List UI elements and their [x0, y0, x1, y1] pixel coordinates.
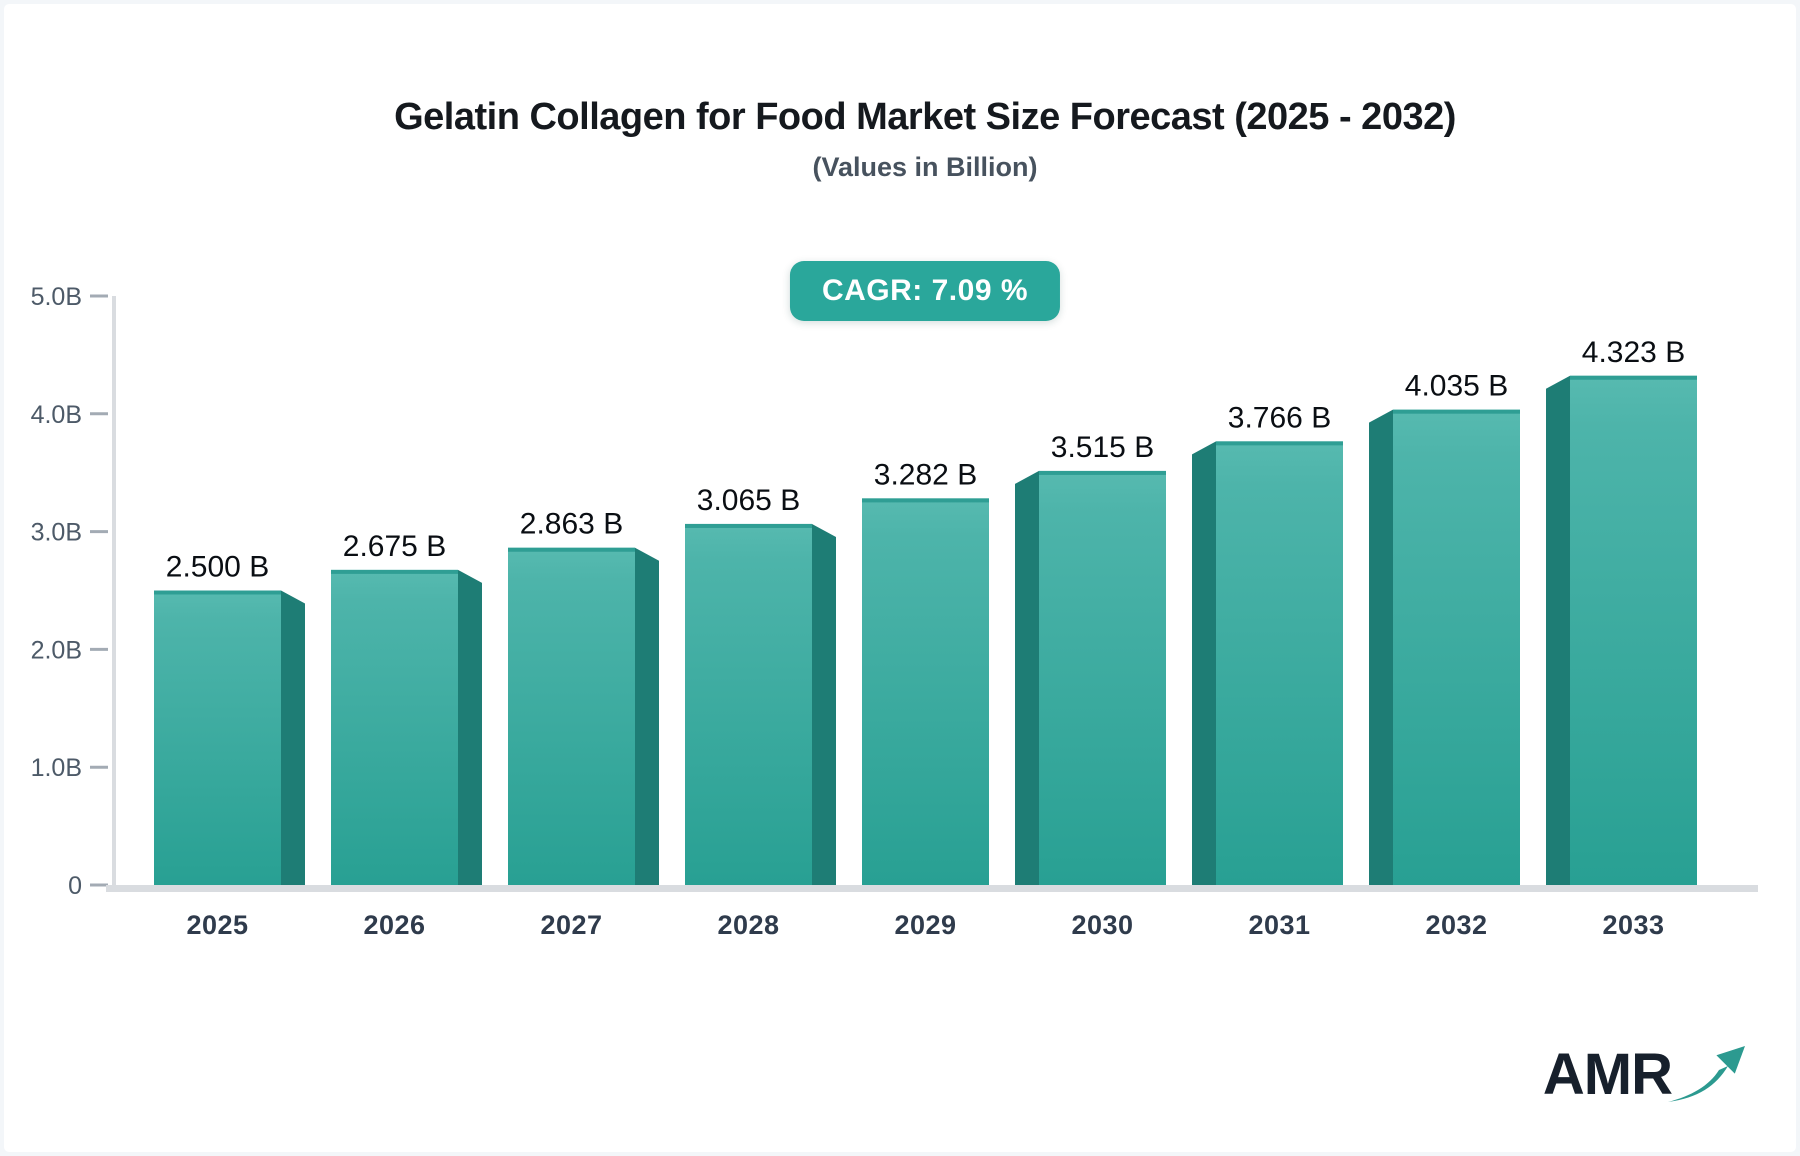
chart-subtitle: (Values in Billion)	[812, 152, 1038, 182]
bar-2028	[685, 523, 812, 885]
x-axis-label-2028: 2028	[717, 910, 779, 940]
bar-top-edge	[1216, 441, 1343, 446]
bar-2026	[331, 569, 458, 885]
x-axis-label-2033: 2033	[1602, 910, 1664, 940]
bar-value-label: 4.035 B	[1405, 370, 1508, 403]
bar-top-edge	[1039, 470, 1166, 475]
y-tick-label: 2.0B	[31, 636, 82, 664]
bar-2032	[1393, 409, 1520, 885]
x-axis-label-2032: 2032	[1425, 910, 1487, 940]
bar-side-face	[458, 569, 482, 885]
bar-2030	[1039, 470, 1166, 885]
bar-side-face	[812, 523, 836, 885]
bar-2025	[154, 590, 281, 885]
bar-value-label: 2.675 B	[343, 530, 446, 563]
y-axis-line	[112, 296, 116, 892]
bar-top-edge	[331, 569, 458, 574]
bar-top-edge	[508, 547, 635, 552]
logo-arrow-icon	[1668, 1046, 1745, 1102]
bar-top-edge	[1570, 375, 1697, 380]
y-tick-label: 5.0B	[31, 283, 82, 311]
bar-2029	[862, 498, 989, 885]
x-axis-label-2029: 2029	[894, 910, 956, 940]
cagr-badge-label: CAGR: 7.09 %	[821, 274, 1029, 307]
bar-2027	[508, 547, 635, 885]
y-tick-label: 0	[68, 872, 82, 900]
bar-top-edge	[154, 590, 281, 595]
chart-title: Gelatin Collagen for Food Market Size Fo…	[394, 96, 1456, 138]
bar-top-edge	[685, 523, 812, 528]
bar-value-label: 3.065 B	[697, 484, 800, 517]
y-tick-label: 4.0B	[31, 401, 82, 429]
amr-logo: AMR	[1543, 1046, 1748, 1108]
bar-value-label: 3.515 B	[1051, 431, 1154, 464]
x-axis-label-2025: 2025	[186, 910, 248, 940]
bar-chart: 5.0B 4.0B 3.0B 2.0B 1.0B 0 2.500 B 2025 2.675 B 2…	[31, 283, 1758, 940]
bar-value-label: 3.282 B	[874, 458, 977, 491]
x-axis-label-2027: 2027	[540, 910, 602, 940]
bar-top-edge	[1393, 409, 1520, 414]
chart-card: 5.0B 4.0B 3.0B 2.0B 1.0B 0 2.500 B 2025 2.675 B 2…	[4, 4, 1796, 1152]
x-axis-label-2026: 2026	[363, 910, 425, 940]
bar-value-label: 4.323 B	[1582, 336, 1685, 369]
y-tick-label: 3.0B	[31, 519, 82, 547]
bar-value-label: 2.500 B	[166, 551, 269, 584]
bar-side-face	[1369, 409, 1393, 885]
bar-2031	[1216, 441, 1343, 885]
x-axis-label-2030: 2030	[1071, 910, 1133, 940]
bar-side-face	[281, 590, 305, 885]
bar-side-face	[1192, 441, 1216, 885]
x-axis-baseline	[106, 885, 1758, 892]
amr-logo-text: AMR	[1542, 1042, 1673, 1107]
bar-side-face	[1015, 470, 1039, 885]
bar-value-label: 3.766 B	[1228, 401, 1331, 434]
bar-top-edge	[862, 498, 989, 503]
bar-value-label: 2.863 B	[520, 508, 623, 541]
x-axis-label-2031: 2031	[1248, 910, 1310, 940]
bar-side-face	[635, 547, 659, 885]
bar-2033	[1570, 375, 1697, 885]
y-tick-label: 1.0B	[31, 754, 82, 782]
cagr-badge: CAGR: 7.09 %	[789, 261, 1061, 321]
bar-side-face	[1546, 375, 1570, 885]
